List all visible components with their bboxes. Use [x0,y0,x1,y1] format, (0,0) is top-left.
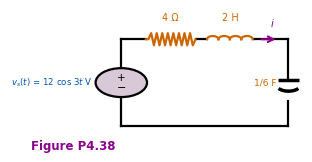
Text: 4 Ω: 4 Ω [162,13,179,23]
Text: 1/6 F: 1/6 F [254,78,276,87]
Text: $v_s(t)$ = 12 cos 3$t$ V: $v_s(t)$ = 12 cos 3$t$ V [11,76,93,89]
Text: +: + [117,73,126,83]
Text: i: i [271,19,273,29]
Text: −: − [117,83,126,93]
Text: 2 H: 2 H [222,13,238,23]
Text: Figure P4.38: Figure P4.38 [31,140,116,153]
Circle shape [95,68,147,97]
